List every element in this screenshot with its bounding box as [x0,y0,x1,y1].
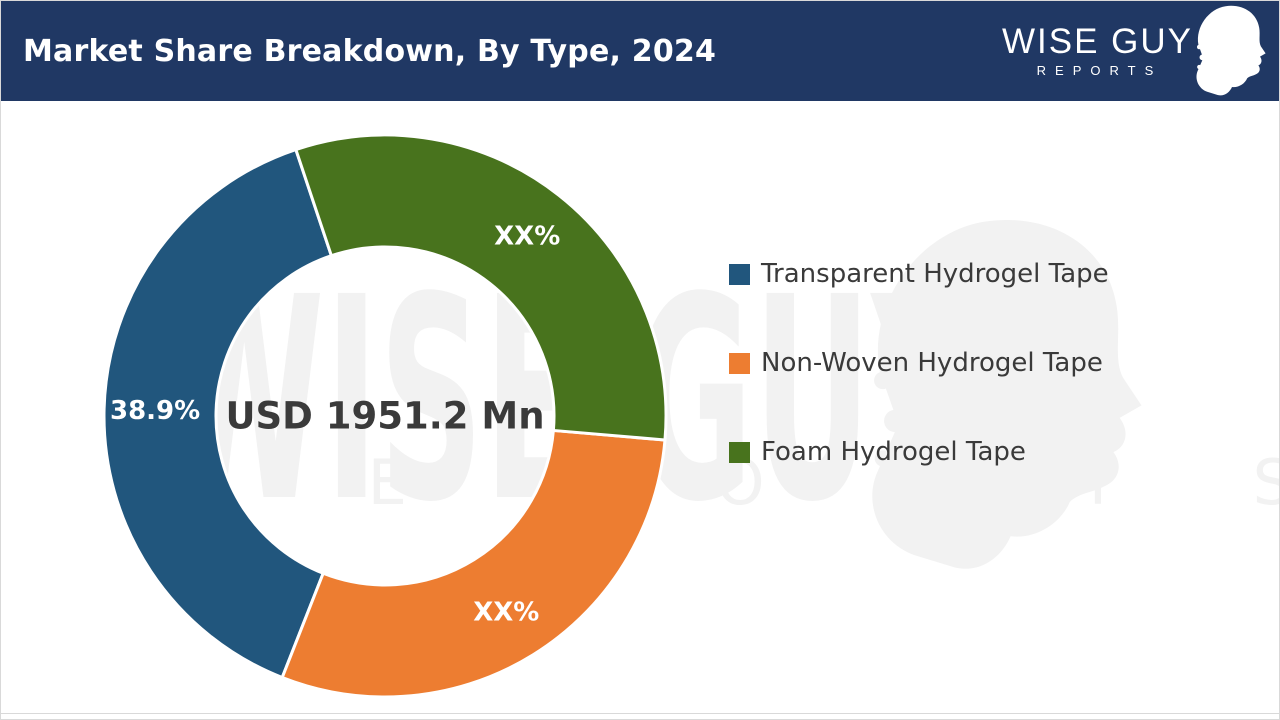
segment-label: 38.9% [110,396,200,426]
segment-label: XX% [494,221,560,251]
donut-segment [102,147,334,680]
brand-tagline: REPORTS [1036,63,1163,78]
brand-logo: WISE GUY REPORTS [1002,1,1269,101]
legend-label: Transparent Hydrogel Tape [761,259,1109,289]
legend-item: Foam Hydrogel Tape [729,437,1109,467]
brand-logo-text: WISE GUY REPORTS [1002,24,1193,78]
donut-segment [280,428,667,699]
legend: Transparent Hydrogel Tape Non-Woven Hydr… [729,259,1109,526]
segment-label: XX% [473,597,539,627]
legend-label: Non-Woven Hydrogel Tape [761,348,1103,378]
header: Market Share Breakdown, By Type, 2024 WI… [1,1,1279,101]
legend-item: Non-Woven Hydrogel Tape [729,348,1109,378]
legend-item: Transparent Hydrogel Tape [729,259,1109,289]
chart-area: WISE GUY R E P O R T S 38.9% XX% XX% USD 1… [1,101,1279,714]
brand-name: WISE GUY [1001,22,1193,61]
legend-swatch-foam [729,441,750,463]
face-logo-icon [1187,3,1269,99]
donut-chart: 38.9% XX% XX% [102,133,668,699]
page-title: Market Share Breakdown, By Type, 2024 [23,33,717,69]
legend-swatch-nonwoven [729,352,750,374]
legend-swatch-transparent [729,263,750,285]
legend-label: Foam Hydrogel Tape [761,437,1026,467]
donut-center-label: USD 1951.2 Mn [225,394,545,438]
donut-segment [293,133,668,442]
